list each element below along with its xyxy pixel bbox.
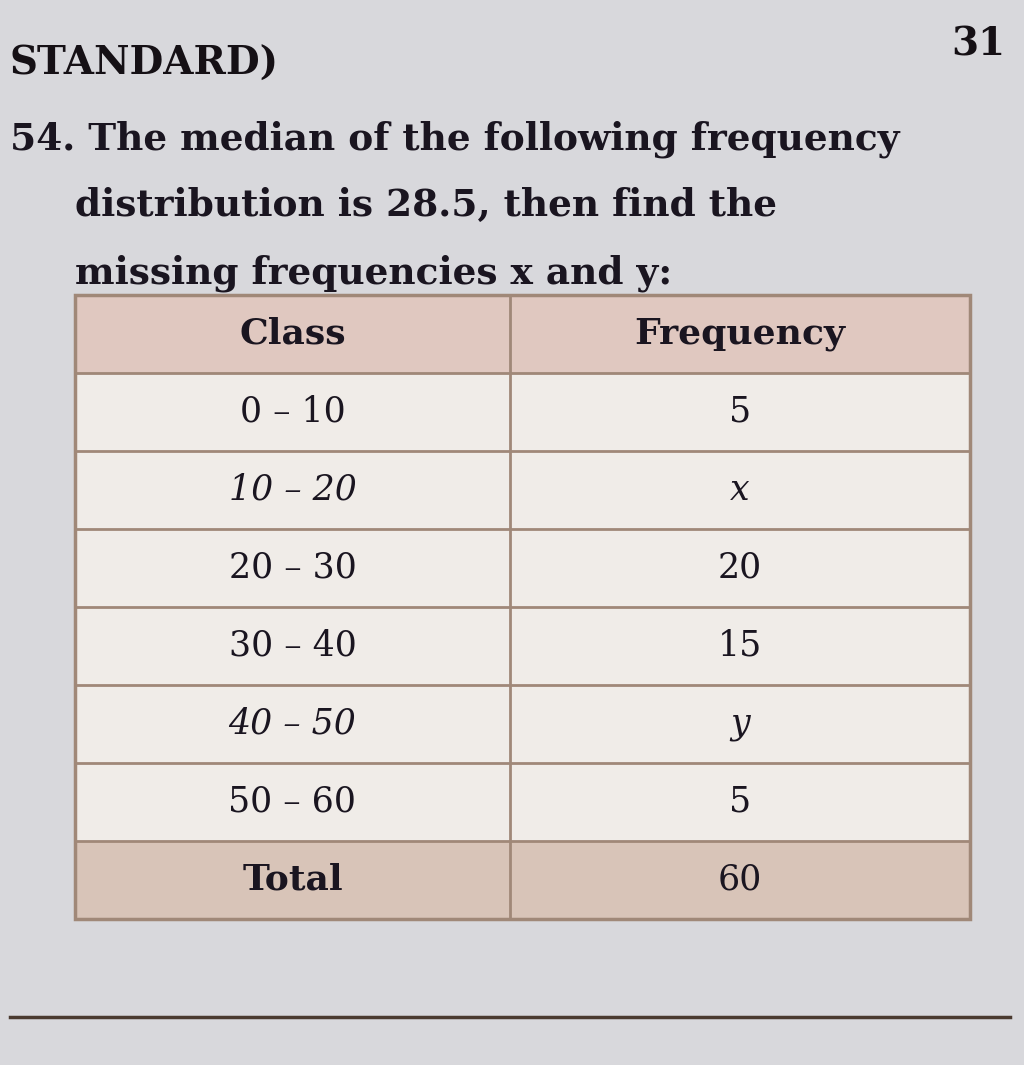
Text: 40 – 50: 40 – 50 — [228, 707, 356, 741]
Bar — [75, 295, 970, 373]
Text: 50 – 60: 50 – 60 — [228, 785, 356, 819]
Text: STANDARD): STANDARD) — [10, 45, 280, 83]
Bar — [75, 295, 970, 919]
Text: 20: 20 — [718, 551, 762, 585]
Text: 30 – 40: 30 – 40 — [228, 629, 356, 663]
Bar — [75, 295, 970, 841]
Text: 10 – 20: 10 – 20 — [228, 473, 356, 507]
Text: 5: 5 — [729, 785, 751, 819]
Text: 31: 31 — [951, 24, 1005, 63]
Text: y: y — [730, 707, 750, 741]
Text: 54. The median of the following frequency: 54. The median of the following frequenc… — [10, 120, 899, 158]
Text: Class: Class — [240, 317, 346, 351]
Text: 15: 15 — [718, 629, 762, 663]
Text: 0 – 10: 0 – 10 — [240, 395, 345, 429]
Text: distribution is 28.5, then find the: distribution is 28.5, then find the — [75, 187, 777, 224]
Text: 5: 5 — [729, 395, 751, 429]
Text: x: x — [730, 473, 750, 507]
Text: missing frequencies x and y:: missing frequencies x and y: — [75, 255, 672, 293]
Text: Total: Total — [243, 863, 343, 897]
Text: 60: 60 — [718, 863, 762, 897]
Text: Frequency: Frequency — [635, 317, 846, 351]
Bar — [75, 841, 970, 919]
Text: 20 – 30: 20 – 30 — [228, 551, 356, 585]
